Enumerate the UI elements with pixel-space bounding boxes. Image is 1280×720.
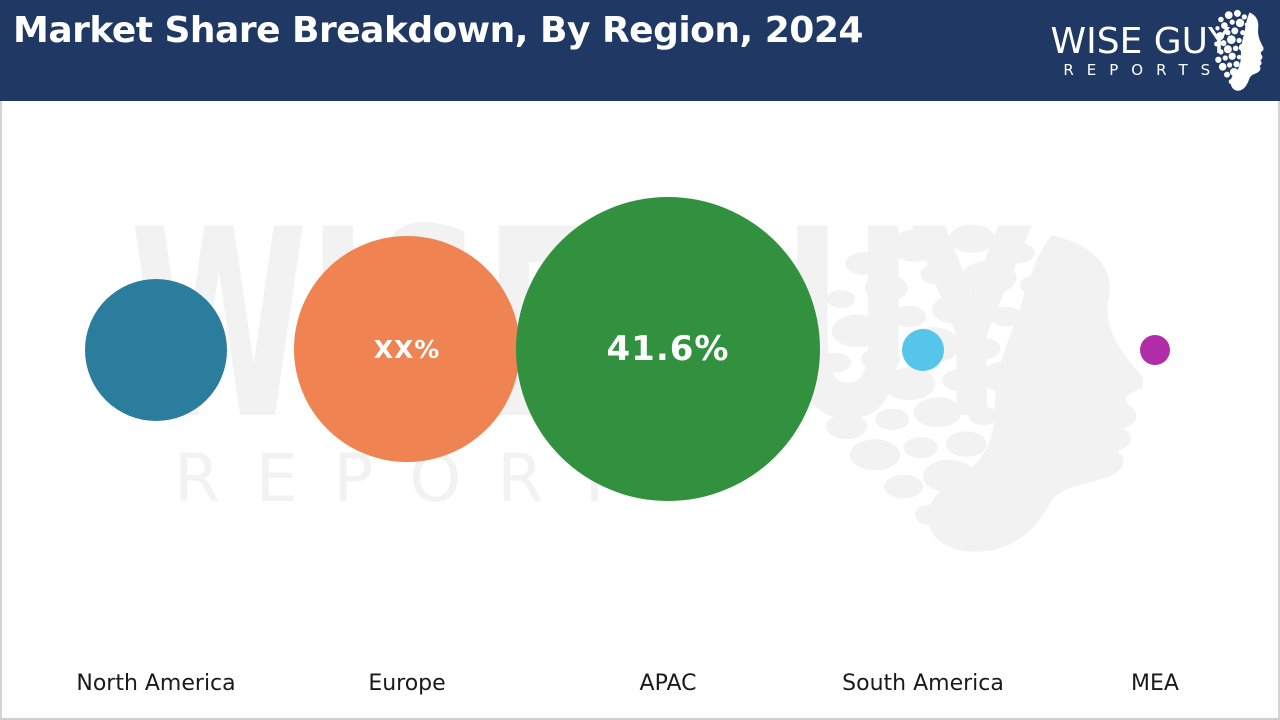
category-label-north-america: North America xyxy=(76,671,236,696)
bubble-value-label: 41.6% xyxy=(606,329,730,369)
bubble-apac: 41.6% xyxy=(516,197,820,501)
chart-area: WISE GUY REPORTS XX%41.6% North AmericaE… xyxy=(0,101,1280,720)
bubble-europe: XX% xyxy=(294,236,520,462)
bubble-north-america xyxy=(85,279,227,421)
bubble-plot: XX% 41.6% xyxy=(2,101,1278,718)
bubble-value-label: XX% xyxy=(373,334,441,364)
bubble-south-america xyxy=(902,329,944,371)
category-label-europe: Europe xyxy=(368,671,446,696)
category-label-mea: MEA xyxy=(1131,671,1179,696)
category-label-south-america: South America xyxy=(842,671,1004,696)
brand-logo: WISE GUY REPORTS xyxy=(1051,7,1267,95)
head-silhouette-icon xyxy=(1214,9,1264,91)
logo-text: WISE GUY REPORTS xyxy=(1050,20,1231,80)
header-bar: Market Share Breakdown, By Region, 2024 … xyxy=(0,0,1280,101)
category-labels-row: North America Europe APAC South America MEA xyxy=(2,101,1278,718)
logo-tagline: REPORTS xyxy=(1063,61,1224,80)
bubble-mea xyxy=(1140,335,1170,365)
category-label-apac: APAC xyxy=(639,671,697,696)
page-title: Market Share Breakdown, By Region, 2024 xyxy=(13,10,863,51)
logo-wordmark: WISE GUY xyxy=(1050,20,1231,62)
